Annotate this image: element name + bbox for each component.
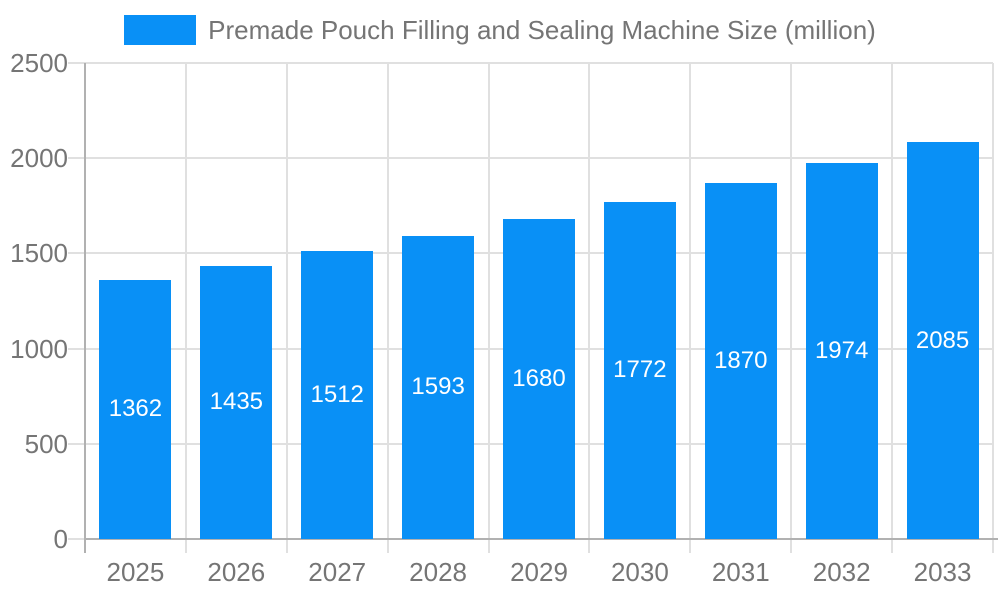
bar-2032[interactable]: 1974 — [805, 163, 878, 539]
y-axis-label: 500 — [24, 428, 68, 459]
x-axis-label: 2029 — [510, 557, 568, 587]
chart-title: Premade Pouch Filling and Sealing Machin… — [208, 15, 876, 45]
gridline-vertical — [386, 63, 389, 553]
bar-value-label: 2085 — [915, 326, 970, 354]
y-axis-label: 2000 — [10, 143, 68, 174]
x-axis-label: 2033 — [913, 557, 972, 587]
gridline-vertical — [891, 63, 894, 553]
bar-value-label: 1772 — [613, 356, 667, 384]
gridline-vertical — [487, 63, 490, 553]
bar-value-label: 1870 — [714, 346, 768, 374]
gridline-vertical — [184, 63, 187, 553]
bar-2027[interactable]: 1512 — [301, 251, 374, 539]
x-axis-label: 2027 — [308, 557, 367, 587]
bar-2033[interactable]: 2085 — [906, 142, 979, 539]
bar-2031[interactable]: 1870 — [704, 182, 777, 539]
y-axis-tick — [68, 538, 86, 540]
bar-value-label: 1512 — [310, 381, 364, 409]
y-axis-line — [84, 63, 86, 553]
bar-2025[interactable]: 1362 — [99, 279, 172, 539]
y-axis-tick — [68, 442, 86, 445]
bar-value-label: 1974 — [814, 337, 869, 365]
y-axis-label: 0 — [53, 524, 68, 554]
x-axis-label: 2026 — [207, 557, 266, 587]
x-axis-label: 2031 — [711, 557, 770, 587]
x-axis-line — [84, 538, 998, 540]
legend-item[interactable]: Premade Pouch Filling and Sealing Machin… — [0, 15, 1000, 45]
bar-value-label: 1362 — [108, 395, 163, 423]
gridline-vertical — [790, 63, 793, 553]
y-axis-label: 2500 — [10, 48, 68, 78]
legend-swatch — [124, 15, 197, 45]
gridline-horizontal — [85, 157, 993, 160]
gridline-vertical — [285, 63, 288, 553]
gridline-horizontal — [85, 62, 993, 64]
x-axis-label: 2032 — [812, 557, 871, 587]
y-axis-tick — [68, 157, 86, 160]
bar-2026[interactable]: 1435 — [200, 265, 273, 539]
bar-value-label: 1435 — [209, 388, 264, 416]
gridline-vertical — [588, 63, 591, 553]
y-axis-label: 1000 — [10, 333, 68, 364]
y-axis-label: 1500 — [10, 238, 68, 269]
x-axis-label: 2028 — [409, 557, 468, 587]
gridline-vertical — [992, 63, 994, 553]
x-axis-label: 2030 — [610, 557, 669, 587]
x-axis-label: 2025 — [106, 557, 165, 587]
bar-2029[interactable]: 1680 — [503, 219, 575, 539]
bar-2030[interactable]: 1772 — [603, 201, 676, 539]
bar-value-label: 1593 — [411, 373, 465, 401]
bar-2028[interactable]: 1593 — [402, 235, 475, 539]
bar-value-label: 1680 — [512, 365, 566, 393]
y-axis-tick — [68, 62, 86, 64]
y-axis-tick — [68, 347, 86, 350]
y-axis-tick — [68, 252, 86, 255]
gridline-vertical — [689, 63, 692, 553]
